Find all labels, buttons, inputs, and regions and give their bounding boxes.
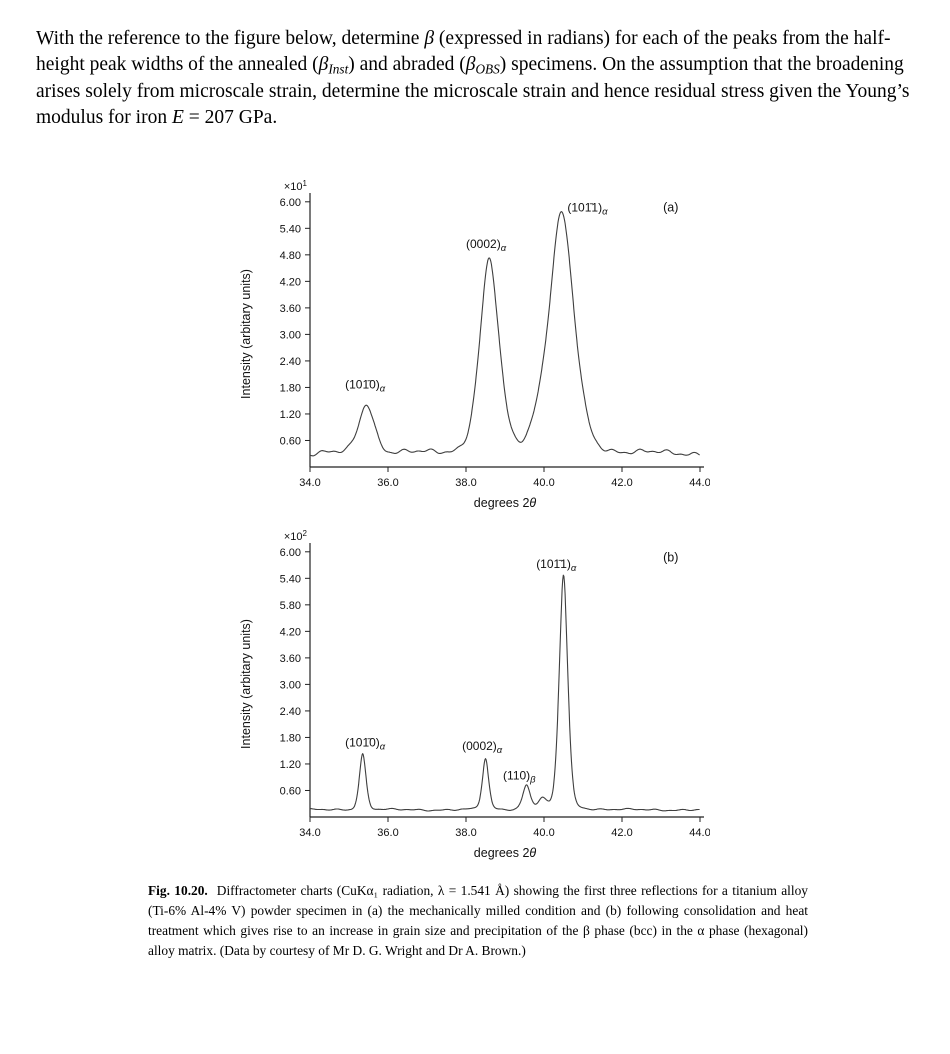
peak-label: (0002)α (462, 739, 503, 756)
peak-label: (101̄0)α (345, 735, 386, 752)
y-tick-label: 1.80 (280, 382, 301, 394)
figure-caption-text: Diffractometer charts (CuKα₁ radiation, … (148, 882, 808, 959)
figure-10-20: 0.60 1.20 1.80 2.40 3.00 3.60 4.20 4.80 5.40 6.00… (210, 177, 950, 865)
y-tick-label: 3.60 (280, 653, 301, 665)
beta-obs-subscript: OBS (475, 61, 500, 77)
xrd-curve (309, 210, 700, 457)
x-tick-label: 34.0 (299, 827, 320, 839)
x-tick-label: 38.0 (455, 477, 476, 489)
x-tick-label: 40.0 (533, 827, 554, 839)
problem-statement: With the reference to the figure below, … (36, 26, 912, 131)
y-tick-label: 2.40 (280, 706, 301, 718)
y-tick-label: 5.40 (280, 573, 301, 585)
x-tick-label: 42.0 (611, 827, 632, 839)
y-tick-label: 5.40 (280, 223, 301, 235)
peak-label: (101̄1)α (536, 557, 577, 574)
panel-label: (b) (663, 550, 678, 564)
x-axis-title: degrees 2θ (474, 846, 537, 860)
y-axis-title: Intensity (arbitary units) (239, 269, 253, 399)
y-tick-label: 4.80 (280, 250, 301, 262)
x-tick-label: 42.0 (611, 477, 632, 489)
xrd-curve (310, 574, 700, 812)
beta-inst-subscript: Inst (328, 61, 349, 77)
chart-a-diffractogram: 0.60 1.20 1.80 2.40 3.00 3.60 4.20 4.80 5.40 6.00… (239, 179, 710, 510)
document-page: { "question": { "segments": [ {"t": "Wit… (0, 26, 950, 1054)
youngs-modulus-symbol: E (171, 106, 184, 128)
y-tick-label: 1.20 (280, 759, 301, 771)
y-tick-label: 0.60 (280, 785, 301, 797)
y-tick-label: 4.20 (280, 276, 301, 288)
y-tick-label: 2.40 (280, 356, 301, 368)
y-axis-title: Intensity (arbitary units) (239, 619, 253, 749)
peak-label: (110)β (503, 768, 536, 785)
y-tick-label: 6.00 (280, 197, 301, 209)
y-tick-label: 3.00 (280, 679, 301, 691)
y-tick-label: 5.80 (280, 600, 301, 612)
y-tick-label: 1.20 (280, 409, 301, 421)
peak-label: (0002)α (466, 237, 507, 254)
question-segment: (expressed in radians) for each of the p… (36, 28, 891, 76)
x-tick-label: 44.0 (689, 827, 710, 839)
y-scale-label: ×101 (284, 179, 308, 193)
question-segment: ) and abraded ( (348, 54, 466, 76)
panel-label: (a) (663, 200, 678, 214)
y-tick-label: 0.60 (280, 435, 301, 447)
x-tick-label: 38.0 (455, 827, 476, 839)
x-tick-label: 36.0 (377, 827, 398, 839)
x-tick-label: 36.0 (377, 477, 398, 489)
figure-caption: Fig. 10.20. Diffractometer charts (CuKα₁ … (148, 881, 808, 961)
chart-b-diffractogram: 0.60 1.20 1.80 2.40 3.00 3.60 4.20 5.80 5.40 6.00… (239, 529, 710, 860)
figure-caption-label: Fig. 10.20. (148, 882, 208, 898)
question-segment: ) specimens. On the assumption that the … (36, 54, 910, 128)
y-tick-label: 4.20 (280, 626, 301, 638)
y-scale-label: ×102 (284, 529, 308, 543)
beta-symbol: β (424, 28, 435, 49)
question-segment: = 207 GPa. (183, 106, 278, 128)
x-tick-label: 44.0 (689, 477, 710, 489)
peak-label: (101̄1)α (567, 200, 608, 217)
y-tick-label: 3.00 (280, 329, 301, 341)
y-tick-label: 3.60 (280, 303, 301, 315)
question-segment: With the reference to the figure below, … (36, 28, 425, 49)
x-tick-label: 34.0 (299, 477, 320, 489)
x-axis-title: degrees 2θ (474, 496, 537, 510)
beta-symbol: β (318, 54, 329, 76)
beta-symbol: β (465, 54, 476, 76)
y-tick-label: 6.00 (280, 547, 301, 559)
x-tick-label: 40.0 (533, 477, 554, 489)
y-tick-label: 1.80 (280, 732, 301, 744)
peak-label: (101̄0)α (345, 377, 386, 394)
